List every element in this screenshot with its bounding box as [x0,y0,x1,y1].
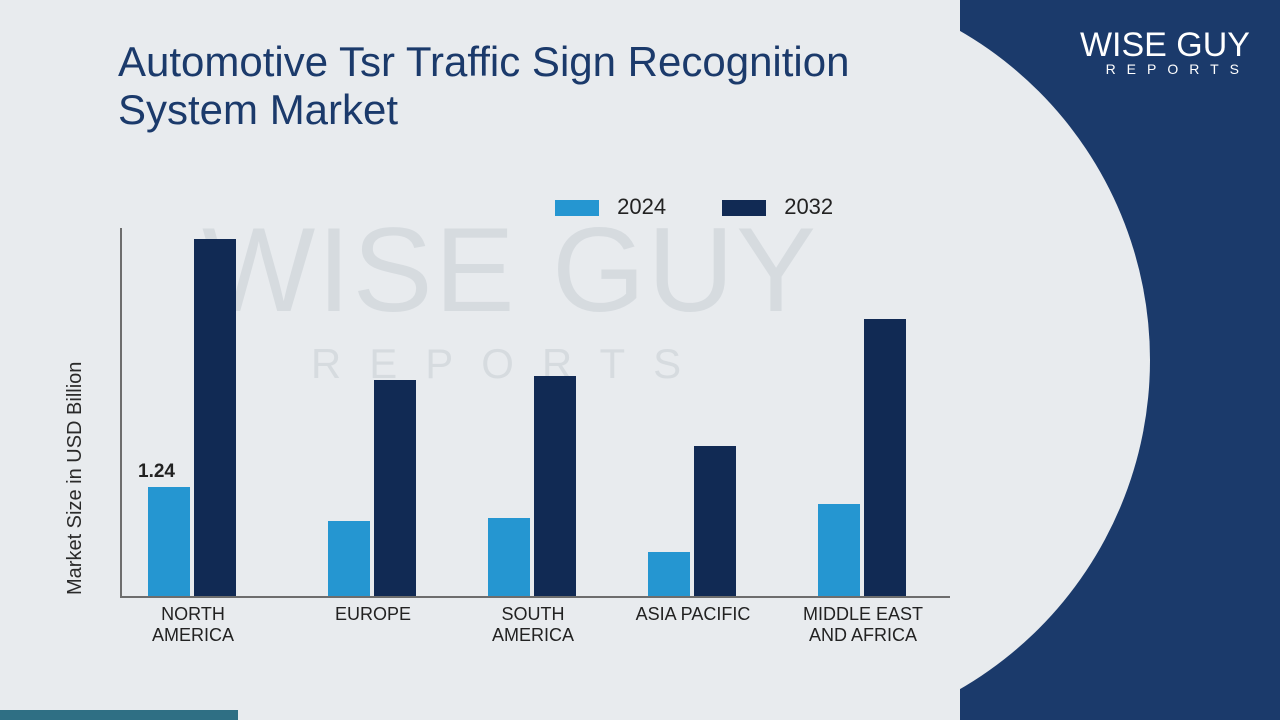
chart-title: Automotive Tsr Traffic Sign Recognition … [118,38,858,135]
category-label: SOUTH AMERICA [468,596,598,645]
category-label: ASIA PACIFIC [628,596,758,625]
bar [148,487,190,596]
brand-logo-line2: REPORTS [1080,61,1250,77]
y-axis-label: Market Size in USD Billion [64,362,87,595]
category-label: MIDDLE EAST AND AFRICA [798,596,928,645]
bar [488,518,530,596]
legend-item-2024: 2024 [555,194,666,220]
legend-label-2032: 2032 [784,194,833,219]
bar [864,319,906,597]
bar [818,504,860,597]
bar-value-label: 1.24 [138,461,175,483]
legend: 2024 2032 [555,194,833,220]
bar [694,446,736,596]
legend-item-2032: 2032 [722,194,833,220]
bar [374,380,416,596]
bar [648,552,690,596]
brand-logo: WISE GUY REPORTS [1080,26,1250,77]
bar [534,376,576,596]
bar-chart: NORTH AMERICAEUROPESOUTH AMERICAASIA PAC… [120,228,950,598]
legend-swatch-2024 [555,200,599,216]
category-label: EUROPE [308,596,438,625]
category-label: NORTH AMERICA [128,596,258,645]
legend-label-2024: 2024 [617,194,666,219]
brand-logo-line1: WISE GUY [1080,26,1250,65]
legend-swatch-2032 [722,200,766,216]
bar [194,239,236,596]
y-axis-line [120,228,122,598]
bar [328,521,370,596]
footer-accent-bar [0,710,238,720]
